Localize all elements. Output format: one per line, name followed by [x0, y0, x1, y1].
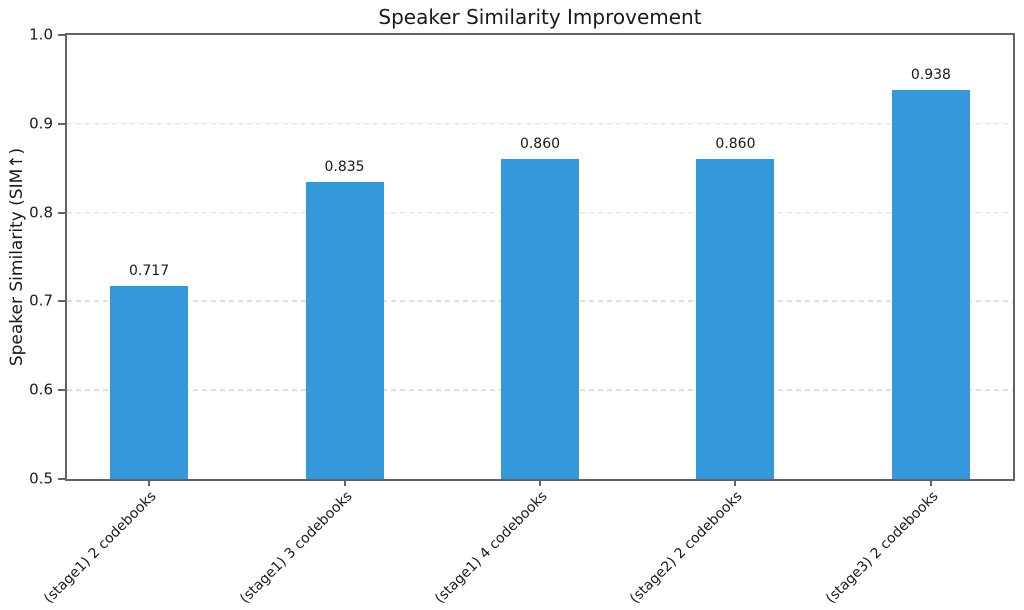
y-tick-label: 1.0: [29, 25, 53, 44]
bar-value-label: 0.860: [715, 136, 756, 153]
bar: [110, 286, 189, 479]
y-tick-mark: [58, 211, 65, 214]
x-tick-label: (stage1) 4 codebooks: [432, 488, 551, 607]
y-tick-label: 0.7: [29, 291, 53, 310]
bar-value-label: 0.717: [129, 263, 170, 280]
x-tick-label: (stage1) 2 codebooks: [41, 488, 160, 607]
x-tick-label: (stage2) 2 codebooks: [627, 488, 747, 607]
bar: [696, 159, 775, 479]
x-tick-mark: [343, 479, 346, 486]
x-tick-label: (stage1) 3 codebooks: [236, 488, 356, 607]
gridline: [67, 123, 1013, 125]
y-tick-label: 0.5: [29, 469, 53, 488]
y-tick-mark: [58, 300, 65, 303]
y-tick-mark: [58, 478, 65, 480]
y-tick-label: 0.6: [29, 380, 53, 399]
bar: [891, 90, 970, 479]
y-tick-mark: [58, 122, 65, 125]
x-tick-mark: [734, 479, 737, 486]
bar: [305, 181, 384, 479]
bar-value-label: 0.835: [324, 158, 365, 175]
x-tick-mark: [539, 479, 541, 486]
bar-value-label: 0.860: [519, 136, 561, 153]
chart-title: Speaker Similarity Improvement: [378, 5, 702, 29]
x-tick-label: (stage3) 2 codebooks: [822, 488, 942, 607]
bar-value-label: 0.938: [910, 67, 951, 84]
bar: [501, 159, 579, 479]
y-axis-label: Speaker Similarity (SIM↑): [7, 147, 27, 367]
y-tick-label: 0.8: [29, 203, 53, 222]
y-tick-mark: [58, 389, 65, 392]
plot-area: 0.5 0.6 0.7 0.8 0.9 1.0 0.717 (stage1) 2 codebo…: [29, 27, 1015, 607]
y-tick-mark: [58, 34, 65, 36]
x-tick-mark: [148, 479, 151, 486]
x-tick-mark: [929, 479, 932, 486]
y-tick-label: 0.9: [29, 114, 53, 133]
